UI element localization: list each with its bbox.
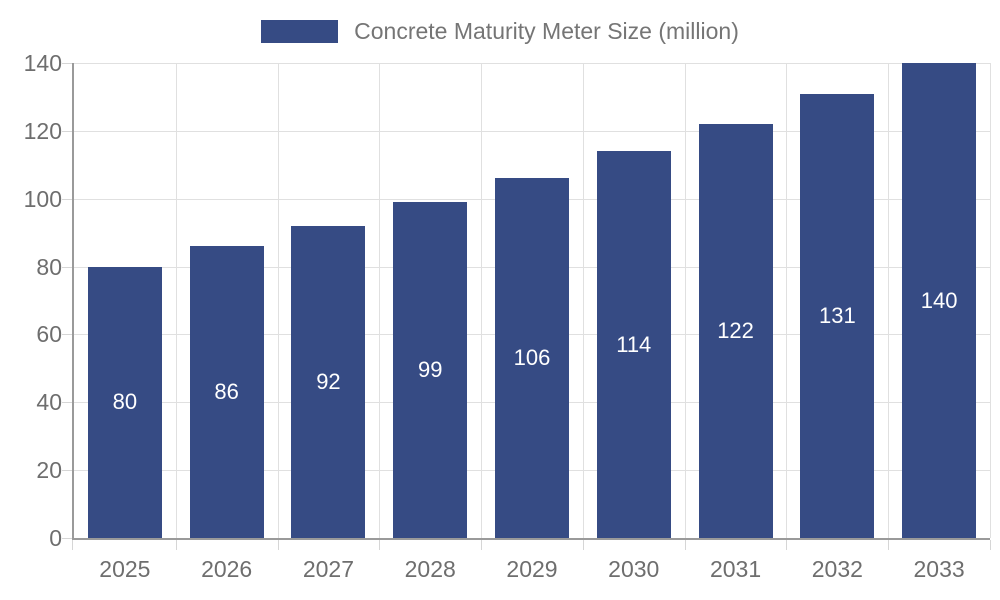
y-axis-tick <box>62 63 72 64</box>
x-axis-tick-label: 2028 <box>404 556 456 582</box>
gridline-horizontal <box>74 130 990 132</box>
y-axis-tick <box>62 198 72 200</box>
bar-2029[interactable]: 106 <box>495 178 569 538</box>
bar-value-label: 131 <box>818 302 856 328</box>
gridline-vertical <box>481 63 483 538</box>
x-axis-tick-label: 2025 <box>99 556 151 582</box>
y-axis-tick <box>62 130 72 132</box>
legend-swatch <box>261 20 339 43</box>
x-axis-tick <box>72 540 73 550</box>
gridline-horizontal <box>74 63 990 64</box>
x-axis-tick-label: 2031 <box>709 556 762 582</box>
bar-value-label: 80 <box>112 389 138 415</box>
gridline-vertical <box>582 63 584 538</box>
bar-value-label: 122 <box>717 318 754 344</box>
gridline-vertical <box>786 63 788 538</box>
y-axis-tick-label: 40 <box>36 389 62 416</box>
bar-value-label: 114 <box>616 331 652 357</box>
y-axis-tick-label: 120 <box>23 117 62 144</box>
y-axis-tick <box>62 538 72 539</box>
x-axis-tick <box>379 540 381 550</box>
y-axis-tick-label: 0 <box>49 525 62 551</box>
x-axis-tick <box>990 540 991 550</box>
x-axis-tick-label: 2032 <box>811 556 863 582</box>
gridline-vertical <box>888 63 890 538</box>
x-axis-tick <box>684 540 686 550</box>
x-axis-tick <box>582 540 584 550</box>
x-axis-tick-label: 2027 <box>302 556 355 582</box>
bar-2028[interactable]: 99 <box>393 202 468 538</box>
y-axis-tick-label: 100 <box>23 185 62 212</box>
bar-value-label: 106 <box>513 345 551 371</box>
y-axis-tick-label: 80 <box>36 253 62 280</box>
y-axis-tick-label: 140 <box>23 50 62 76</box>
y-axis-tick-label: 20 <box>36 457 62 484</box>
bar-value-label: 86 <box>214 379 239 405</box>
y-axis-tick-label: 60 <box>36 321 62 348</box>
x-axis-tick <box>277 540 279 550</box>
legend-label: Concrete Maturity Meter Size (million) <box>354 18 739 44</box>
gridline-vertical <box>990 63 991 538</box>
y-axis-tick <box>62 266 72 268</box>
bar-value-label: 92 <box>316 368 341 394</box>
bar-2030[interactable]: 114 <box>596 151 671 538</box>
bar-2025[interactable]: 80 <box>87 266 162 538</box>
gridline-vertical <box>175 63 177 538</box>
x-axis-tick <box>175 540 177 550</box>
y-axis-tick <box>62 402 72 404</box>
x-axis-tick <box>786 540 788 550</box>
gridline-vertical <box>379 63 381 538</box>
x-axis-tick-label: 2030 <box>608 556 660 582</box>
y-axis-tick <box>62 334 72 336</box>
bar-2033[interactable]: 140 <box>902 63 977 538</box>
x-axis-tick-label: 2029 <box>506 556 558 582</box>
x-axis-tick-label: 2033 <box>913 556 965 582</box>
bar-value-label: 99 <box>417 357 443 383</box>
x-axis-tick <box>481 540 483 550</box>
x-axis-tick-label: 2026 <box>201 556 253 582</box>
bar-2026[interactable]: 86 <box>189 246 264 538</box>
bar-2027[interactable]: 92 <box>291 225 366 538</box>
bar-value-label: 140 <box>920 287 958 313</box>
gridline-vertical <box>277 63 279 538</box>
bar-2031[interactable]: 122 <box>698 124 773 538</box>
gridline-vertical <box>684 63 686 538</box>
bar-2032[interactable]: 131 <box>800 93 875 538</box>
legend-item[interactable]: Concrete Maturity Meter Size (million) <box>0 18 1000 45</box>
plot-area: 80 86 92 99 106 114 122 131 140 <box>72 63 991 540</box>
y-axis-tick <box>62 470 72 472</box>
x-axis-tick <box>888 540 890 550</box>
